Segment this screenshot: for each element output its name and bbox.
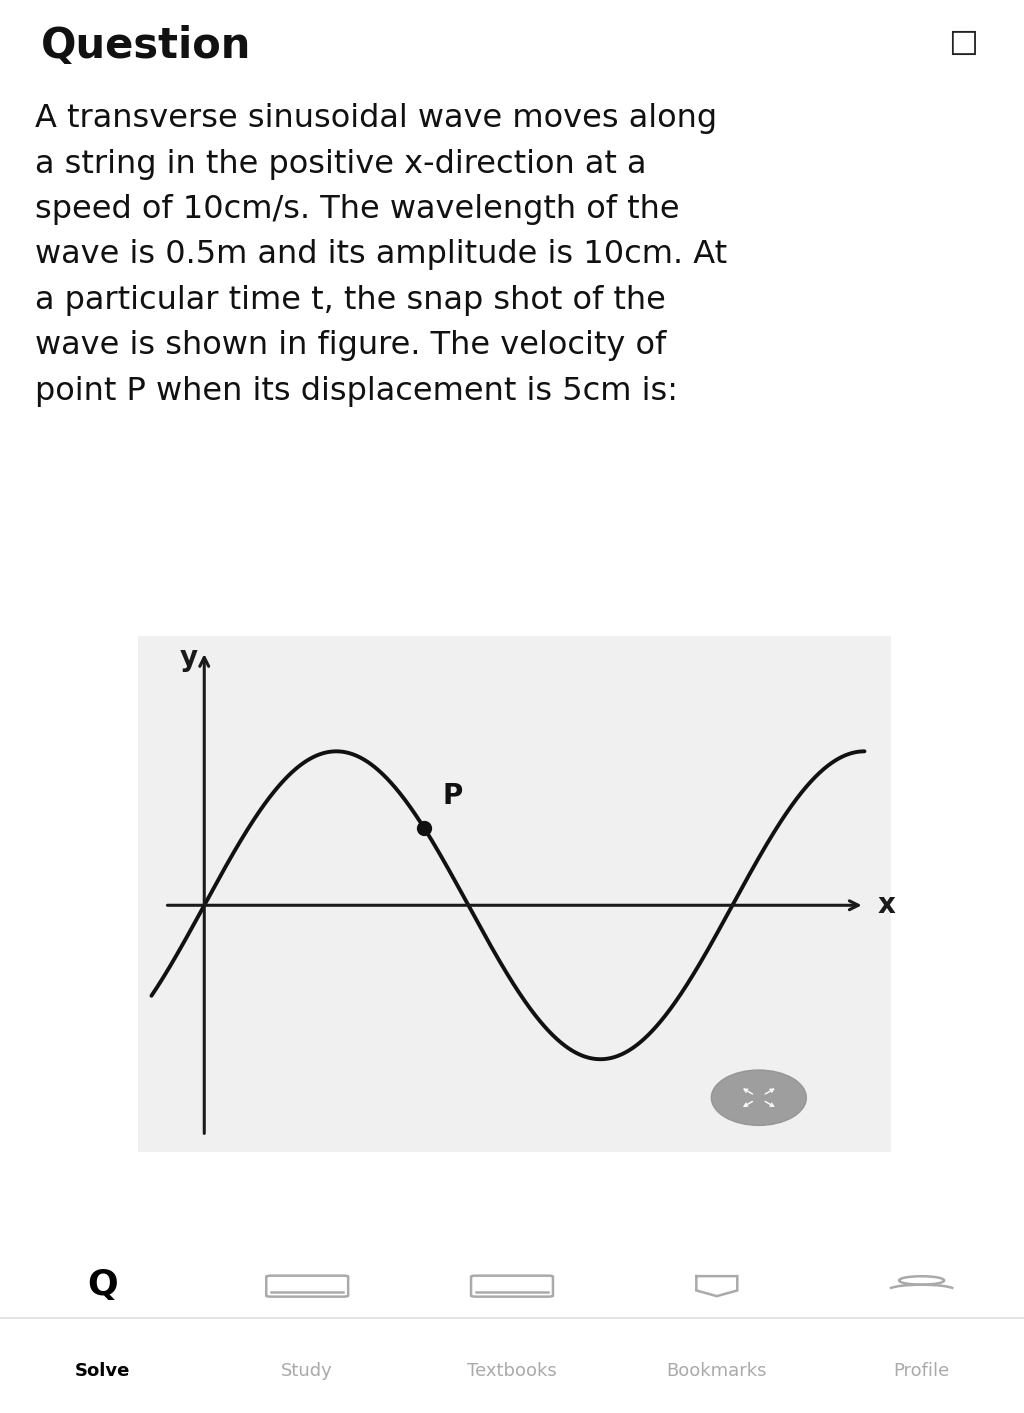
Circle shape [712,1070,806,1125]
Text: Question: Question [41,25,251,66]
Text: Bookmarks: Bookmarks [667,1362,767,1381]
Text: x: x [878,892,896,920]
Text: ☐: ☐ [947,30,978,62]
Text: Feedback: Feedback [944,438,963,523]
Text: Textbooks: Textbooks [467,1362,557,1381]
Text: Q: Q [87,1269,118,1303]
Text: Profile: Profile [894,1362,949,1381]
Text: y: y [179,643,198,671]
Text: Study: Study [282,1362,333,1381]
Text: Solve: Solve [75,1362,130,1381]
Text: P: P [442,781,463,810]
Text: A transverse sinusoidal wave moves along
a string in the positive x-direction at: A transverse sinusoidal wave moves along… [35,103,727,407]
